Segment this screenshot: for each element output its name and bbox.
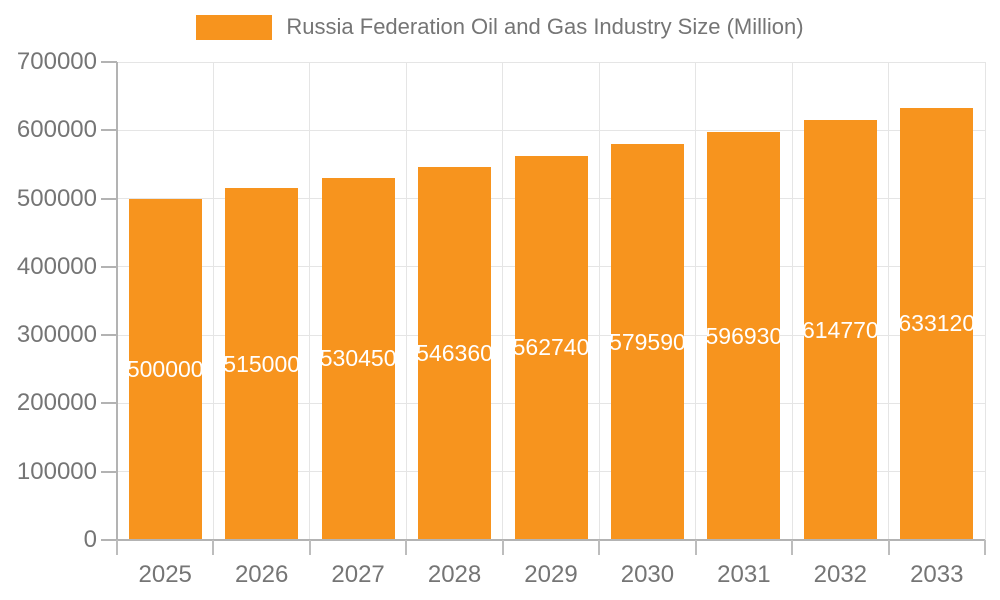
x-axis-tick	[308, 540, 311, 555]
horizontal-gridline	[117, 129, 985, 131]
bar-value-label: 562740	[514, 334, 588, 361]
x-axis-line	[117, 539, 985, 541]
vertical-gridline	[598, 62, 600, 540]
vertical-gridline	[984, 62, 986, 540]
y-axis-label: 700000	[16, 48, 97, 75]
vertical-gridline	[309, 62, 311, 540]
x-axis-label: 2029	[524, 561, 578, 588]
bar: 596930	[707, 132, 781, 540]
y-axis-tick	[101, 129, 117, 132]
chart-title: Russia Federation Oil and Gas Industry S…	[286, 14, 804, 39]
y-axis-label: 200000	[16, 389, 97, 417]
x-axis-tick	[791, 540, 794, 555]
bar-value-label: 546360	[418, 339, 492, 366]
x-axis-label: 2031	[717, 561, 771, 588]
x-axis-tick	[887, 540, 890, 555]
bar-value-label: 530450	[321, 345, 395, 372]
legend[interactable]: Russia Federation Oil and Gas Industry S…	[0, 14, 1000, 40]
vertical-gridline	[791, 62, 793, 540]
y-axis-tick	[101, 197, 117, 200]
x-axis-tick	[501, 540, 504, 555]
x-axis-label: 2033	[910, 561, 964, 588]
x-axis-label: 2028	[427, 561, 482, 588]
bar: 500000	[128, 198, 202, 540]
legend-swatch	[196, 14, 273, 40]
x-axis-tick	[116, 540, 118, 555]
x-axis-label: 2032	[813, 561, 868, 588]
bar: 579590	[610, 144, 684, 540]
x-axis-tick	[598, 540, 601, 555]
x-axis-label: 2030	[620, 561, 675, 588]
x-axis-label: 2027	[331, 561, 385, 588]
bar: 515000	[225, 188, 299, 540]
x-axis-tick	[212, 540, 215, 555]
vertical-gridline	[212, 62, 214, 540]
y-axis-tick	[101, 334, 117, 337]
bar: 633120	[900, 107, 974, 540]
vertical-gridline	[695, 62, 697, 540]
bar-value-label: 579590	[610, 328, 684, 355]
bar: 562740	[514, 155, 588, 540]
y-axis-tick	[101, 539, 117, 541]
bar-value-label: 515000	[225, 350, 299, 377]
y-axis-label: 500000	[16, 184, 97, 212]
y-axis-tick	[101, 265, 117, 268]
bar-value-label: 500000	[128, 355, 202, 382]
bar-value-label: 633120	[900, 310, 974, 337]
y-axis-line	[116, 62, 118, 542]
x-axis-label: 2026	[234, 561, 289, 588]
x-axis-tick	[694, 540, 697, 555]
bar-value-label: 614770	[803, 316, 877, 343]
vertical-gridline	[405, 62, 407, 540]
y-axis-label: 300000	[16, 321, 97, 349]
y-axis-tick	[101, 61, 117, 63]
y-axis-label: 0	[83, 526, 97, 553]
x-axis-label: 2025	[138, 561, 192, 588]
y-axis-label: 400000	[16, 252, 97, 280]
horizontal-gridline	[117, 61, 985, 63]
bar: 546360	[418, 166, 492, 540]
vertical-gridline	[502, 62, 504, 540]
y-axis-label: 100000	[16, 457, 97, 485]
x-axis-tick	[984, 540, 986, 555]
y-axis-tick	[101, 470, 117, 473]
x-axis-tick	[405, 540, 408, 555]
bar: 530450	[321, 177, 395, 540]
y-axis-label: 600000	[16, 116, 97, 144]
y-axis-tick	[101, 402, 117, 405]
bar: 614770	[803, 120, 877, 540]
bar-value-label: 596930	[707, 322, 781, 349]
vertical-gridline	[888, 62, 890, 540]
